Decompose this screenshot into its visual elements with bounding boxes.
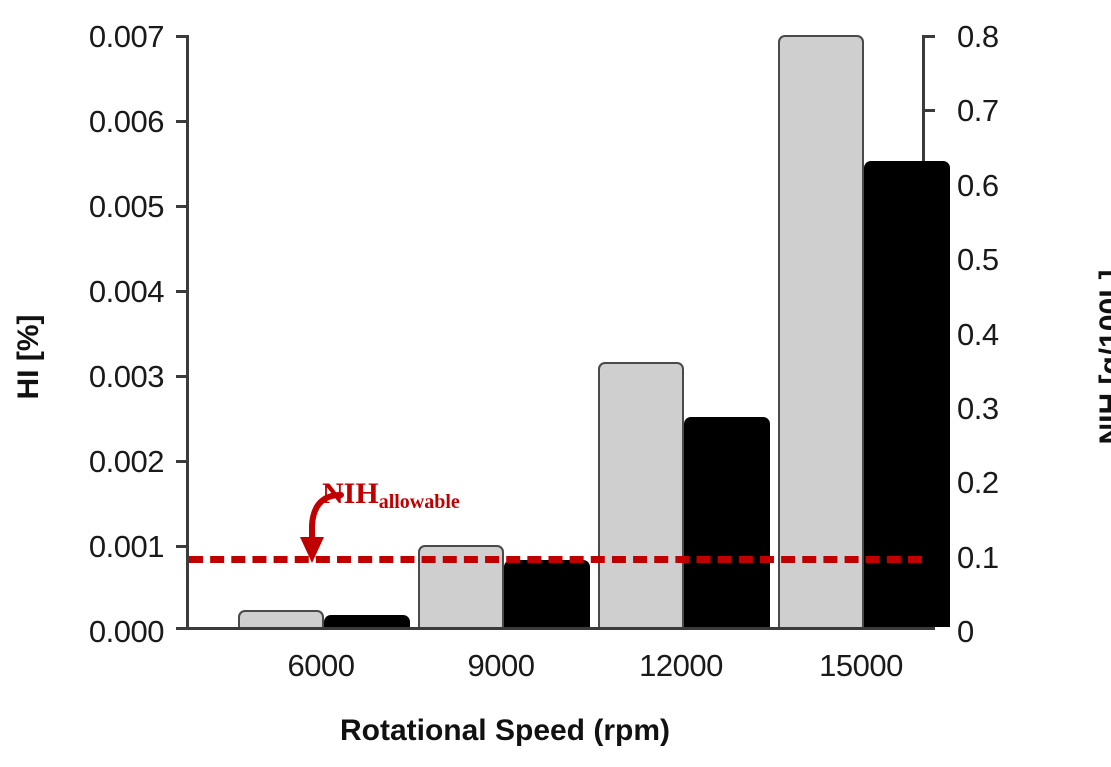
y-axis-right-tick-label: 0.1 [957, 540, 999, 575]
y-axis-right-tick-label: 0.7 [957, 93, 999, 128]
bar-nih-6000[interactable] [324, 615, 410, 627]
y-axis-left-tick-label: 0.006 [88, 104, 165, 139]
x-axis-tick-label-15000: 15000 [819, 648, 903, 683]
y-axis-left-tick-label: 0.005 [88, 189, 165, 224]
x-axis-tick-label-9000: 9000 [467, 648, 535, 683]
y-axis-left-tick-label: 0.007 [88, 19, 165, 54]
plot-area [176, 35, 950, 630]
y-axis-left-title: HI [%] [12, 314, 45, 400]
y-axis-left-tick-label: 0.001 [88, 529, 165, 564]
y-axis-right-tick [922, 35, 935, 38]
y-axis-right-tick-label: 0.4 [957, 317, 999, 352]
y-axis-right-tick [922, 627, 935, 630]
y-axis-left-tick-label: 0.004 [88, 274, 165, 309]
bar-nih-9000[interactable] [504, 560, 590, 627]
nih-allowable-threshold-line [189, 556, 922, 563]
y-axis-right-tick-label: 0.6 [957, 168, 999, 203]
y-axis-right-title: NIH [g/100L] [1094, 269, 1111, 445]
y-axis-left-tick [176, 35, 189, 38]
y-axis-right-tick-label: 0.8 [957, 19, 999, 54]
y-axis-left-tick [176, 627, 189, 630]
y-axis-right-tick [922, 109, 935, 112]
nih-allowable-annotation-label: NIHallowable [322, 477, 460, 513]
y-axis-right-tick-label: 0.5 [957, 242, 999, 277]
y-axis-left-tick [176, 205, 189, 208]
annotation-arrow-icon [300, 492, 344, 563]
x-axis-tick-label-12000: 12000 [639, 648, 723, 683]
annotation-subscript-text: allowable [378, 491, 460, 513]
y-axis-right-tick-label: 0.2 [957, 465, 999, 500]
x-axis-tick-label-6000: 6000 [287, 648, 355, 683]
y-axis-left-tick-label: 0.002 [88, 444, 165, 479]
bar-hi-12000[interactable] [598, 362, 684, 627]
y-axis-left-tick [176, 290, 189, 293]
annotation-main-text: NIH [322, 477, 379, 510]
x-axis-title: Rotational Speed (rpm) [339, 714, 670, 747]
y-axis-right-tick-label: 0 [957, 614, 974, 649]
y-axis-right-tick-label: 0.3 [957, 391, 999, 426]
bar-nih-12000[interactable] [684, 417, 770, 627]
bar-hi-15000[interactable] [778, 35, 864, 627]
bar-hi-6000[interactable] [238, 610, 324, 627]
y-axis-left-tick [176, 375, 189, 378]
y-axis-left-tick [176, 460, 189, 463]
y-axis-left-tick-label: 0.003 [88, 359, 165, 394]
bar-nih-15000[interactable] [864, 161, 950, 627]
y-axis-left-tick [176, 120, 189, 123]
y-axis-left-tick-label: 0.000 [88, 614, 165, 649]
y-axis-left-tick [176, 545, 189, 548]
